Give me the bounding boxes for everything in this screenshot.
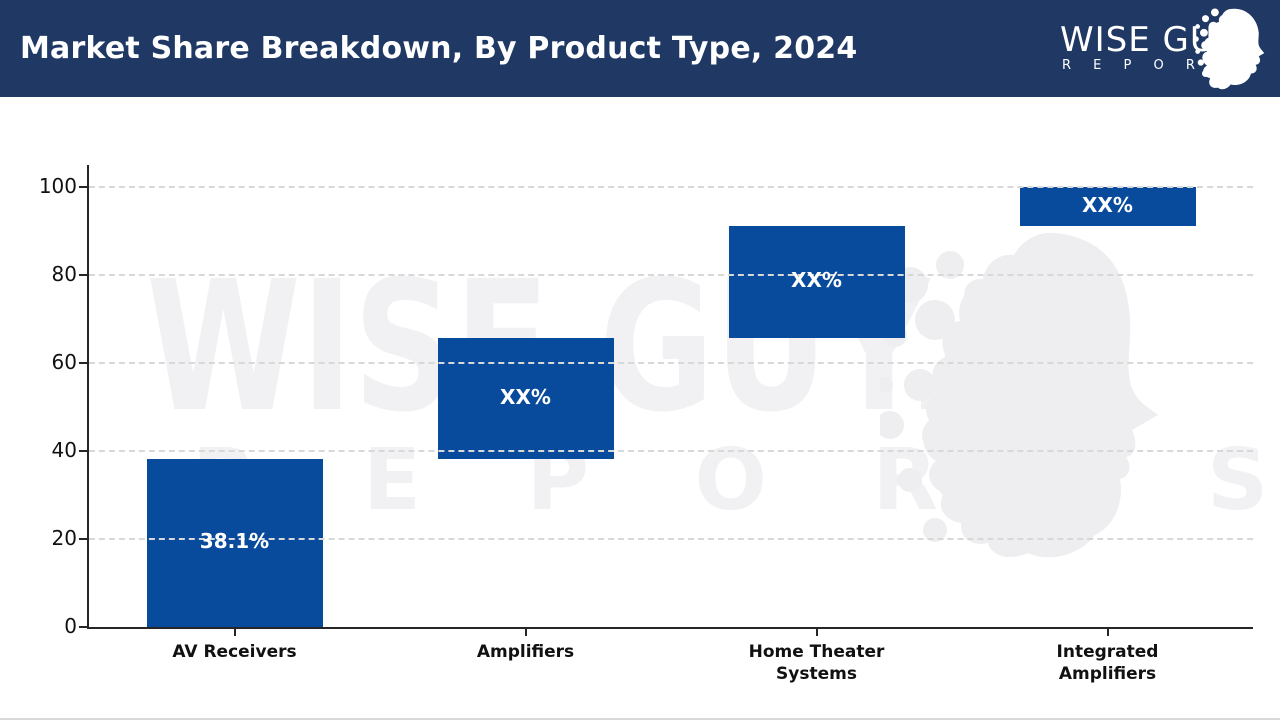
x-tick-mark bbox=[815, 629, 818, 636]
brand-logo: WISE GUY R E P O R T S bbox=[1022, 0, 1272, 97]
bar-segment bbox=[437, 337, 614, 460]
dotted-head-profile-watermark-icon bbox=[880, 232, 1158, 558]
y-gridline bbox=[89, 186, 1253, 188]
x-tick-mark bbox=[233, 629, 236, 636]
page-title: Market Share Breakdown, By Product Type,… bbox=[20, 31, 858, 66]
bar-value-label: XX% bbox=[500, 384, 551, 409]
y-axis-line bbox=[87, 165, 89, 629]
y-tick-mark bbox=[79, 274, 87, 276]
header: Market Share Breakdown, By Product Type,… bbox=[0, 0, 1280, 97]
y-tick-label: 100 bbox=[38, 174, 77, 198]
bar-value-label: XX% bbox=[1082, 192, 1133, 217]
x-category-label: Integrated Amplifiers bbox=[1056, 642, 1159, 685]
y-tick-mark bbox=[79, 186, 87, 188]
x-tick-mark bbox=[1106, 629, 1109, 636]
y-tick-label: 80 bbox=[51, 262, 77, 286]
bar-segment bbox=[728, 226, 905, 338]
y-gridline bbox=[89, 274, 1253, 276]
y-tick-label: 60 bbox=[51, 350, 77, 374]
y-gridline bbox=[89, 450, 1253, 452]
bottom-border-line bbox=[0, 718, 1280, 720]
x-category-label: Amplifiers bbox=[476, 642, 575, 662]
y-tick-mark bbox=[79, 450, 87, 452]
bar-value-label: XX% bbox=[791, 268, 842, 293]
dotted-head-profile-icon bbox=[1193, 8, 1265, 90]
y-tick-mark bbox=[79, 362, 87, 364]
y-tick-label: 20 bbox=[51, 526, 77, 550]
y-gridline bbox=[89, 538, 1253, 540]
y-tick-mark bbox=[79, 626, 87, 628]
bar-value-label: 38.1% bbox=[199, 529, 270, 554]
x-axis-line bbox=[87, 627, 1253, 629]
y-gridline bbox=[89, 362, 1253, 364]
x-category-label: Home Theater Systems bbox=[748, 642, 885, 685]
y-tick-label: 0 bbox=[64, 614, 77, 638]
x-tick-mark bbox=[524, 629, 527, 636]
plot-area: 0 20 40 60 80 100 38.1% AV Receivers XX% Amplifie… bbox=[0, 97, 1280, 718]
bar-segment bbox=[1019, 187, 1196, 227]
y-tick-mark bbox=[79, 538, 87, 540]
x-category-label: AV Receivers bbox=[172, 642, 297, 662]
y-tick-label: 40 bbox=[51, 438, 77, 462]
bar-segment bbox=[146, 459, 323, 627]
